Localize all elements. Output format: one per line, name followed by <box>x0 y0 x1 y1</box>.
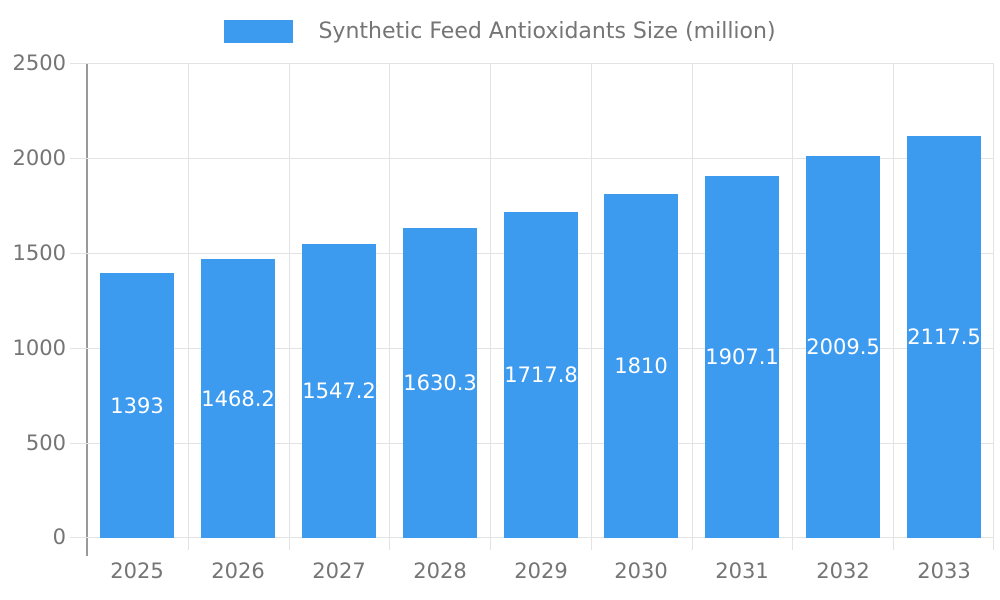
x-axis-label: 2025 <box>110 559 164 583</box>
x-axis-tick <box>289 538 290 550</box>
bar-2031[interactable]: 1907.1 <box>705 176 779 538</box>
y-axis-tick <box>70 253 87 254</box>
gridline-vertical <box>692 63 693 538</box>
bar-value-label: 1547.2 <box>302 379 376 403</box>
x-axis-label: 2029 <box>514 559 568 583</box>
bar-2029[interactable]: 1717.8 <box>504 212 578 538</box>
plot-area: 0 500 1000 1500 2000 2500 1393 2025 1468.2 2026 15… <box>13 51 994 583</box>
x-axis-tick <box>993 538 994 550</box>
x-axis-label: 2031 <box>715 559 769 583</box>
x-axis-label: 2030 <box>614 559 668 583</box>
gridline-vertical <box>792 63 793 538</box>
gridline-vertical <box>389 63 390 538</box>
bar-value-label: 1393 <box>110 393 164 418</box>
gridline-vertical <box>490 63 491 538</box>
y-axis-label: 1500 <box>12 241 66 265</box>
gridline-horizontal <box>87 158 994 159</box>
bar-2027[interactable]: 1547.2 <box>302 244 376 538</box>
x-axis-label: 2026 <box>211 559 265 583</box>
bar-2033[interactable]: 2117.5 <box>907 136 981 538</box>
y-axis-tick <box>70 443 87 444</box>
bar-2030[interactable]: 1810 <box>604 194 678 538</box>
bar-2025[interactable]: 1393 <box>100 273 174 538</box>
gridline-vertical <box>188 63 189 538</box>
gridline-vertical <box>591 63 592 538</box>
legend-swatch-icon <box>224 19 294 43</box>
y-axis-label: 500 <box>25 431 66 455</box>
y-axis-tick <box>70 348 87 349</box>
y-axis-label: 1000 <box>12 336 66 360</box>
legend-label: Synthetic Feed Antioxidants Size (millio… <box>318 18 776 44</box>
y-axis-line <box>86 63 88 556</box>
gridline-vertical <box>289 63 290 538</box>
x-axis-tick <box>591 538 592 550</box>
x-axis-tick <box>792 538 793 550</box>
x-axis-label: 2027 <box>312 559 366 583</box>
x-axis-label: 2033 <box>917 559 971 583</box>
y-axis-label: 2000 <box>12 146 66 170</box>
bar-value-label: 1810 <box>614 354 668 378</box>
bar-2028[interactable]: 1630.3 <box>403 228 477 538</box>
x-axis-tick <box>490 538 491 550</box>
bar-value-label: 2117.5 <box>907 325 981 349</box>
bar-value-label: 1468.2 <box>201 386 275 411</box>
bar-2032[interactable]: 2009.5 <box>806 156 880 538</box>
gridline-horizontal <box>87 63 994 64</box>
gridline-vertical <box>893 63 894 538</box>
legend[interactable]: Synthetic Feed Antioxidants Size (millio… <box>0 16 1000 46</box>
bar-value-label: 1717.8 <box>504 363 578 387</box>
bar-value-label: 1907.1 <box>705 345 779 369</box>
y-axis-tick <box>70 537 87 538</box>
y-axis-label: 0 <box>52 525 66 549</box>
y-axis-tick <box>70 63 87 64</box>
y-axis-tick <box>70 158 87 159</box>
x-axis-tick <box>692 538 693 550</box>
bar-2026[interactable]: 1468.2 <box>201 259 275 538</box>
gridline-vertical <box>993 63 994 538</box>
x-axis-tick <box>893 538 894 550</box>
x-axis-tick <box>188 538 189 550</box>
bar-value-label: 2009.5 <box>806 335 880 359</box>
bar-value-label: 1630.3 <box>403 371 477 395</box>
x-axis-label: 2032 <box>816 559 870 583</box>
y-axis-label: 2500 <box>12 51 66 75</box>
x-axis-label: 2028 <box>413 559 467 583</box>
x-axis-tick <box>389 538 390 550</box>
